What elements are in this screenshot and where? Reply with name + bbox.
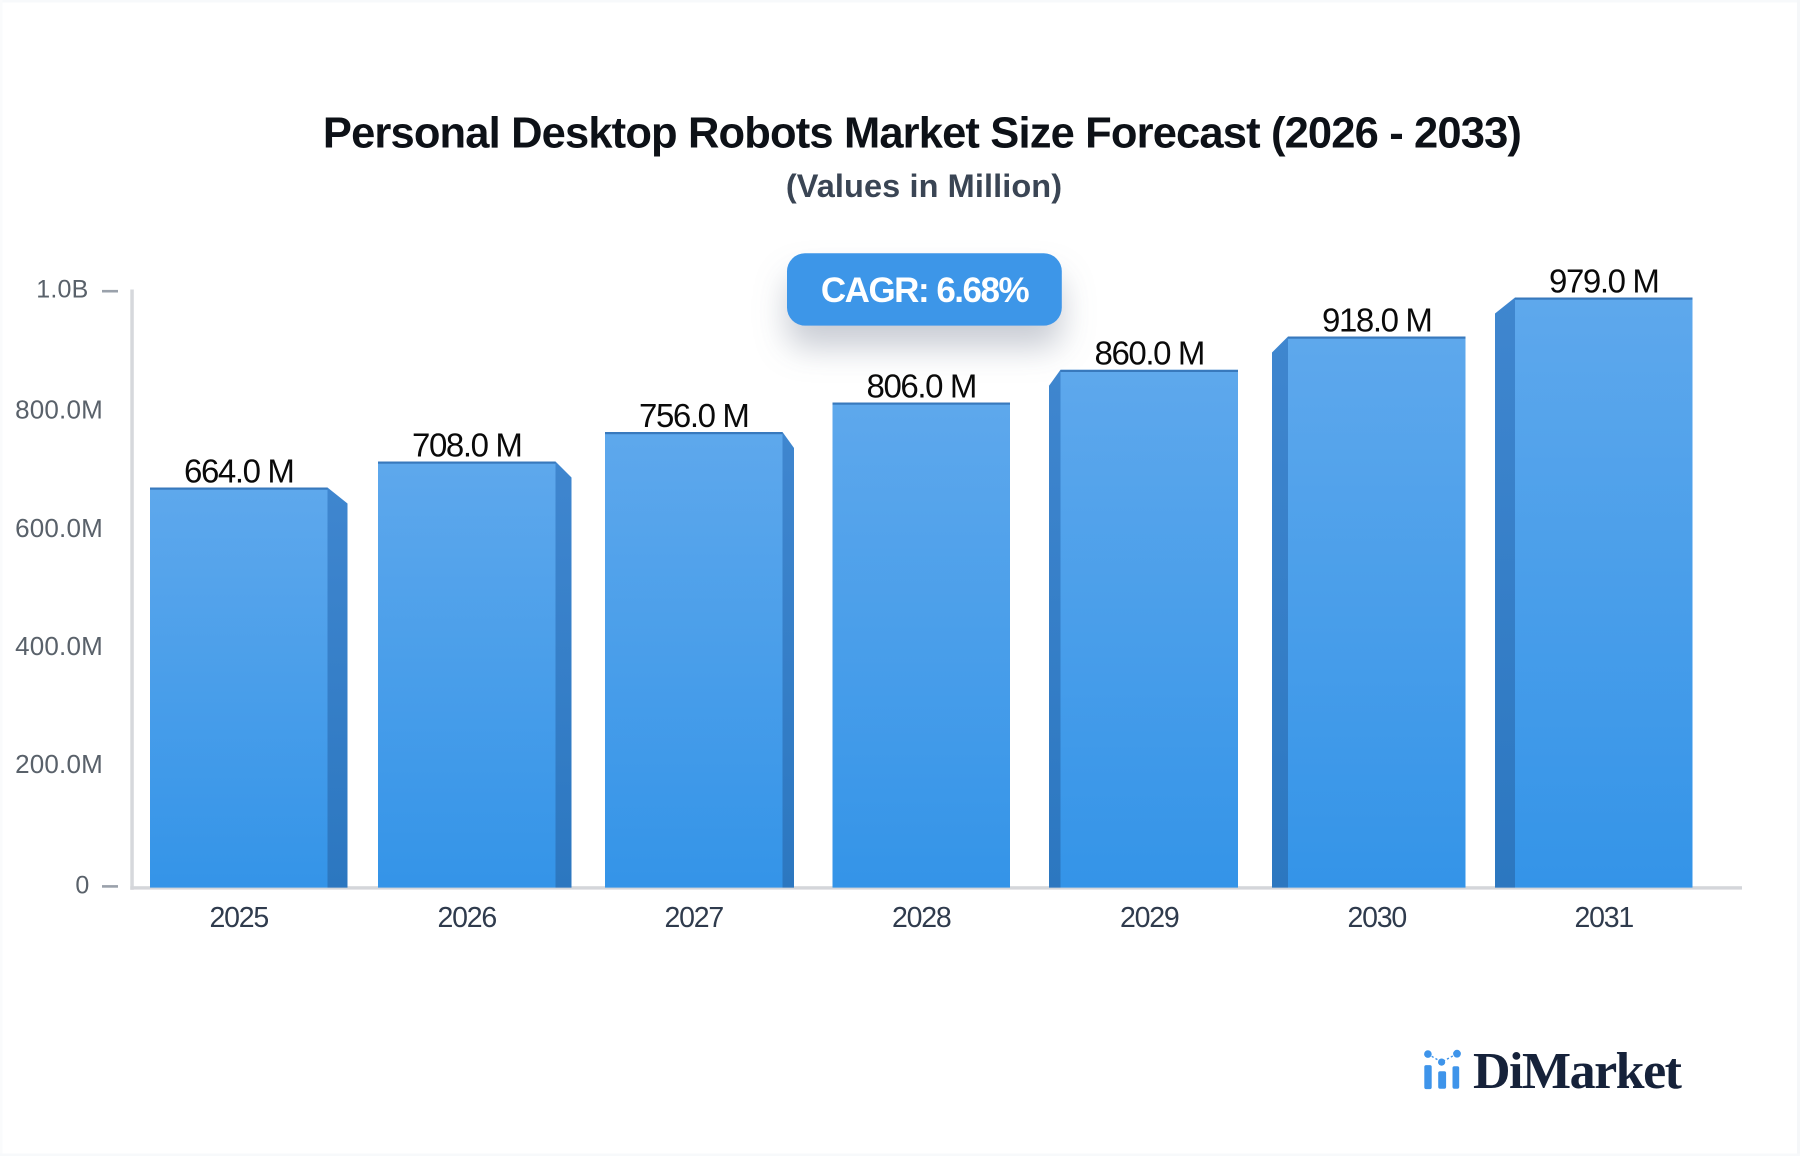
svg-text:860.0 M: 860.0 M [1095, 335, 1204, 372]
svg-text:0: 0 [75, 871, 89, 899]
svg-text:2031: 2031 [1574, 902, 1633, 934]
svg-text:DiMarket: DiMarket [1473, 1043, 1683, 1100]
svg-text:2025: 2025 [209, 902, 268, 934]
svg-text:1.0B: 1.0B [36, 276, 88, 304]
svg-text:708.0 M: 708.0 M [412, 426, 521, 463]
svg-text:2030: 2030 [1347, 902, 1406, 934]
svg-text:664.0 M: 664.0 M [184, 452, 293, 489]
svg-text:2027: 2027 [664, 902, 723, 934]
svg-text:200.0M: 200.0M [15, 749, 103, 779]
svg-text:800.0M: 800.0M [15, 394, 103, 424]
svg-text:2026: 2026 [437, 902, 496, 934]
svg-text:918.0 M: 918.0 M [1322, 301, 1431, 338]
svg-text:806.0 M: 806.0 M [867, 367, 976, 404]
svg-text:(Values in Million): (Values in Million) [786, 168, 1062, 204]
svg-text:CAGR: 6.68%: CAGR: 6.68% [821, 271, 1030, 310]
svg-text:Personal Desktop Robots Market: Personal Desktop Robots Market Size Fore… [323, 110, 1521, 158]
svg-text:400.0M: 400.0M [15, 631, 103, 661]
svg-text:756.0 M: 756.0 M [639, 397, 748, 434]
svg-text:2028: 2028 [892, 902, 951, 934]
svg-text:2029: 2029 [1120, 902, 1179, 934]
svg-text:600.0M: 600.0M [15, 513, 103, 543]
svg-text:979.0 M: 979.0 M [1549, 262, 1658, 299]
